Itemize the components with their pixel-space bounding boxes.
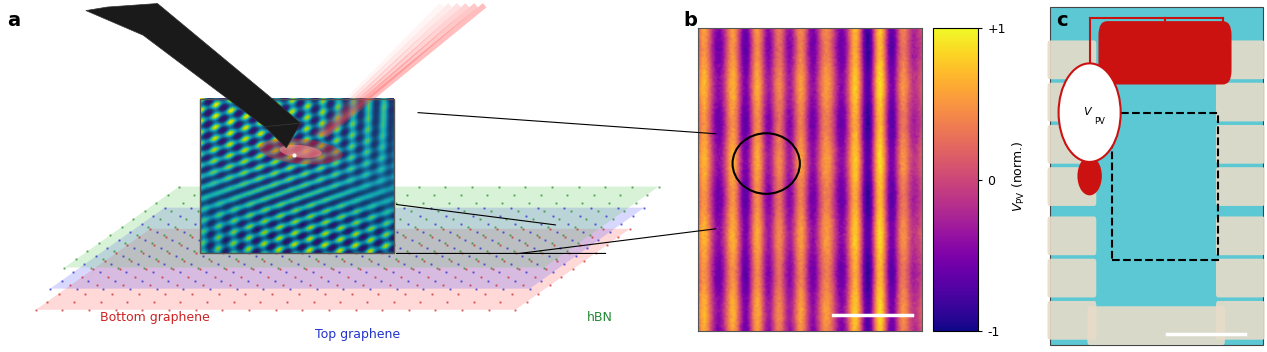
FancyBboxPatch shape [1048,83,1096,121]
Text: a: a [8,11,20,30]
FancyBboxPatch shape [1216,125,1264,164]
Text: Bottom graphene: Bottom graphene [100,311,210,324]
FancyBboxPatch shape [1048,259,1096,297]
Polygon shape [265,123,300,148]
FancyBboxPatch shape [1087,306,1225,345]
FancyBboxPatch shape [1216,301,1264,340]
FancyBboxPatch shape [1216,40,1264,79]
FancyBboxPatch shape [1216,167,1264,206]
Text: $V_\mathrm{PV}$ (norm.): $V_\mathrm{PV}$ (norm.) [1011,140,1028,212]
FancyBboxPatch shape [1216,83,1264,121]
FancyBboxPatch shape [1048,301,1096,340]
Text: Top graphene: Top graphene [315,328,400,341]
Circle shape [1058,63,1120,162]
FancyBboxPatch shape [1216,259,1264,297]
Text: c: c [1057,11,1068,30]
FancyBboxPatch shape [1216,216,1264,255]
Circle shape [1077,157,1102,195]
Text: hBN: hBN [587,311,613,324]
Text: b: b [683,11,697,30]
FancyBboxPatch shape [1048,167,1096,206]
Text: $V$: $V$ [1083,105,1093,117]
Ellipse shape [280,145,322,158]
Polygon shape [35,229,630,310]
FancyBboxPatch shape [1098,21,1232,84]
Text: PV: PV [1095,117,1105,126]
FancyBboxPatch shape [1048,125,1096,164]
Bar [1112,113,1219,260]
Polygon shape [51,208,644,289]
Ellipse shape [258,138,342,164]
FancyBboxPatch shape [1048,216,1096,255]
Polygon shape [65,187,659,268]
Bar [200,99,394,253]
Polygon shape [86,4,300,127]
FancyBboxPatch shape [1048,40,1096,79]
